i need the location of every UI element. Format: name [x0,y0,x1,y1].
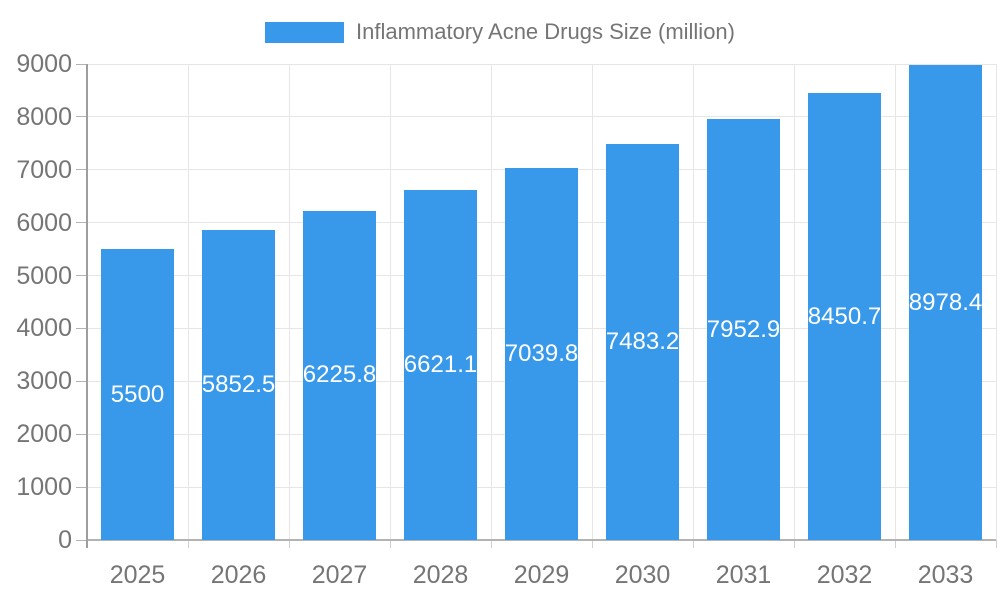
x-axis-tick [187,540,189,548]
x-axis-tick [591,540,593,548]
x-tick-label: 2031 [715,561,772,589]
y-axis-tick [76,275,87,277]
bar[interactable] [606,144,679,540]
gridline-h [87,63,996,65]
x-tick-label: 2026 [210,561,267,589]
x-tick-label: 2032 [816,561,873,589]
x-tick-label: 2033 [917,561,974,589]
y-axis-tick [76,169,87,171]
y-tick-label: 1000 [16,473,72,502]
bar[interactable] [505,167,578,540]
y-axis-tick [76,486,87,488]
bar[interactable] [404,189,477,540]
y-tick-label: 7000 [16,155,72,184]
x-axis-tick [389,540,391,548]
bar[interactable] [101,249,174,540]
y-tick-label: 0 [58,526,72,554]
x-axis-tick [793,540,795,548]
y-tick-label: 8000 [16,102,72,131]
x-axis-tick [995,540,997,548]
y-tick-label: 2000 [16,420,72,449]
gridline-v [187,64,189,540]
gridline-v [995,64,997,540]
x-tick-label: 2030 [614,561,671,589]
legend-label: Inflammatory Acne Drugs Size (million) [355,19,735,44]
y-axis-tick [76,380,87,382]
x-tick-label: 2025 [109,561,166,589]
gridline-v [389,64,391,540]
x-tick-label: 2027 [311,561,368,589]
x-tick-label: 2028 [412,561,469,589]
y-axis-tick [76,433,87,435]
bar[interactable] [909,65,982,540]
gridline-v [591,64,593,540]
gridline-v [692,64,694,540]
gridline-v [894,64,896,540]
gridline-v [288,64,290,540]
y-axis-tick [76,327,87,329]
x-axis-tick [490,540,492,548]
x-axis-tick [894,540,896,548]
y-axis-tick [76,63,87,65]
y-axis-tick [76,222,87,224]
x-tick-label: 2029 [513,561,570,589]
bar[interactable] [707,119,780,540]
legend[interactable]: Inflammatory Acne Drugs Size (million) [0,19,1000,44]
gridline-v [490,64,492,540]
x-axis-tick [692,540,694,548]
x-axis-tick [288,540,290,548]
y-tick-label: 5000 [16,261,72,290]
y-tick-label: 9000 [16,50,72,78]
y-tick-label: 3000 [16,367,72,396]
y-axis-tick [76,116,87,118]
bar[interactable] [202,230,275,540]
legend-swatch-icon [264,21,344,43]
y-axis-line [86,64,88,548]
y-axis-tick [76,539,87,541]
y-tick-label: 6000 [16,208,72,237]
gridline-v [793,64,795,540]
y-tick-label: 4000 [16,314,72,343]
bar[interactable] [808,93,881,540]
bar[interactable] [303,210,376,540]
